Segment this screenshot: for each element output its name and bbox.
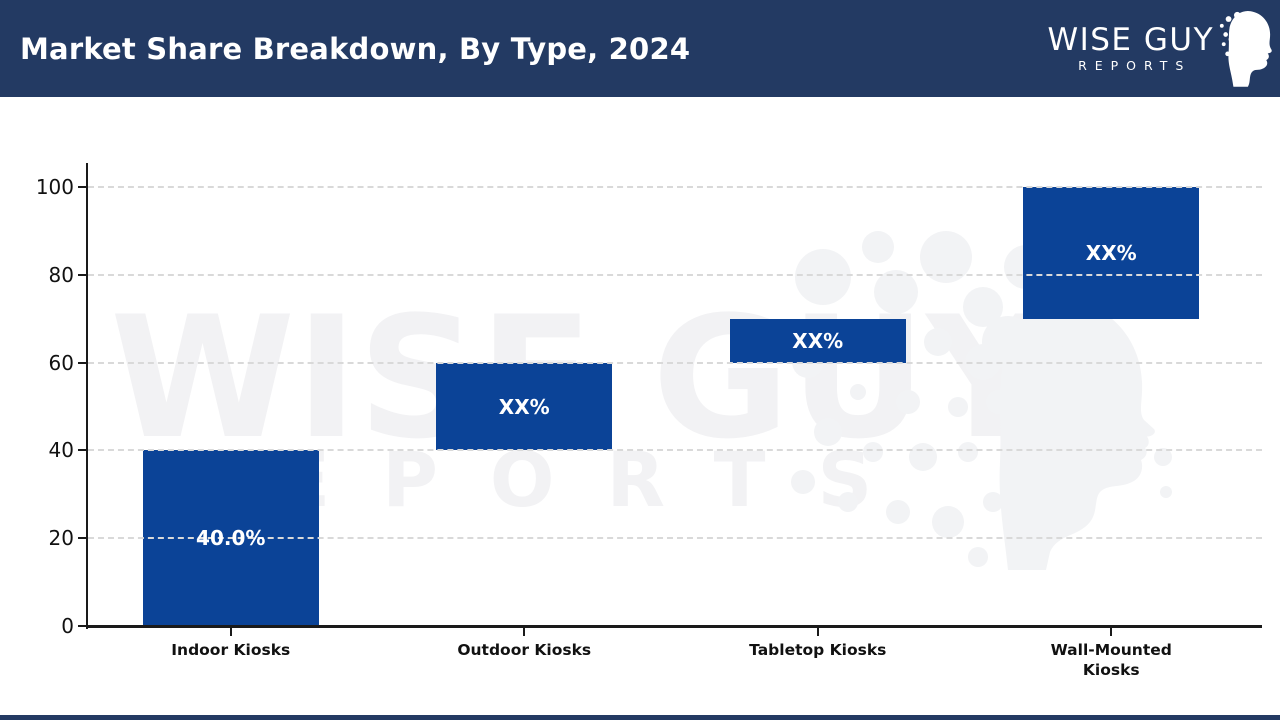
y-tick-label-40: 40 (48, 438, 74, 463)
y-axis-line (86, 163, 88, 629)
gridline-100 (88, 186, 1262, 188)
y-tick-label-20: 20 (48, 526, 74, 551)
bar-value-label: XX% (498, 394, 550, 419)
bar-wall-mounted-kiosks (1023, 187, 1200, 319)
bar-outdoor-kiosks (436, 362, 613, 451)
bar-value-label: XX% (792, 328, 844, 353)
y-tick-label-80: 80 (48, 262, 74, 287)
logo-subtitle: REPORTS (1078, 58, 1192, 73)
y-tick-20 (78, 537, 88, 540)
logo-text: WISE GUY REPORTS (1047, 23, 1214, 74)
x-tick-2 (523, 628, 526, 636)
x-category-label: Indoor Kiosks (171, 641, 291, 659)
x-category-label: Wall-Mounted Kiosks (1050, 641, 1172, 679)
gridline-20 (88, 537, 1262, 540)
bar-value-label: 40.0% (196, 526, 266, 551)
page-title: Market Share Breakdown, By Type, 2024 (20, 31, 691, 66)
x-axis-line (86, 625, 1262, 628)
logo-wordmark: WISE GUY (1047, 22, 1214, 58)
y-tick-60 (78, 361, 88, 364)
wise-guy-head-profile-icon (1219, 10, 1272, 87)
y-tick-40 (78, 449, 88, 452)
x-category-label: Tabletop Kiosks (749, 641, 887, 659)
x-category-label: Outdoor Kiosks (457, 641, 592, 659)
y-tick-label-60: 60 (48, 350, 74, 375)
header-bar: Market Share Breakdown, By Type, 2024 WI… (0, 0, 1280, 97)
x-tick-3 (816, 628, 819, 636)
gridline-60 (88, 361, 1262, 364)
y-tick-80 (78, 273, 88, 276)
y-tick-0 (78, 625, 88, 627)
bar-tabletop-kiosks (729, 318, 906, 363)
gridline-80 (88, 273, 1262, 276)
wise-guy-logo: WISE GUY REPORTS (1047, 6, 1274, 91)
bar-value-label: XX% (1085, 240, 1137, 265)
y-tick-label-0: 0 (61, 614, 74, 638)
y-tick-100 (78, 186, 88, 188)
y-tick-label-100: 100 (35, 175, 74, 199)
gridline-40 (88, 449, 1262, 452)
footer-accent-strip (0, 715, 1280, 720)
x-tick-4 (1110, 628, 1113, 636)
x-tick-1 (229, 628, 232, 636)
